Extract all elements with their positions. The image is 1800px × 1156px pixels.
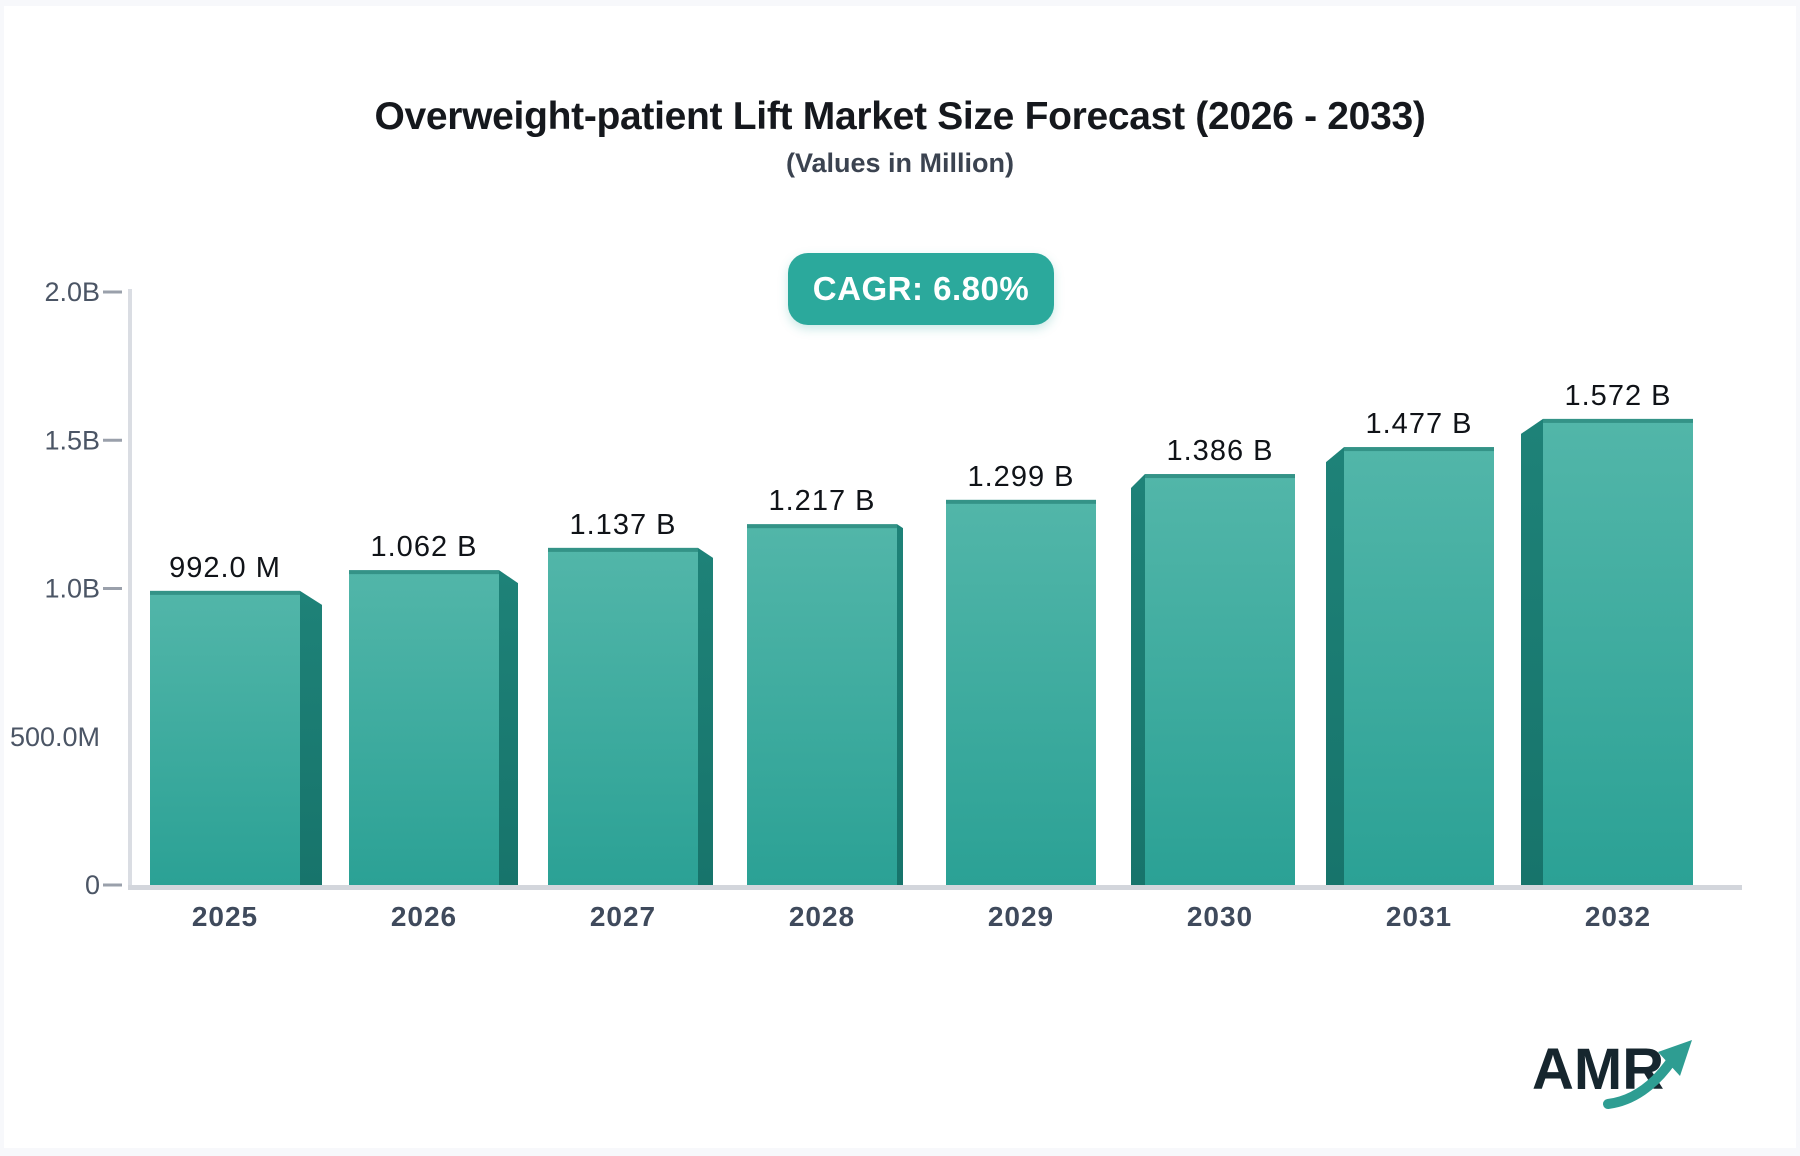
amr-logo: AMR xyxy=(1532,1036,1752,1136)
y-axis-tick-label: 1.5B xyxy=(44,425,100,455)
x-axis-label-2027: 2027 xyxy=(590,901,656,932)
bar-value-label: 1.217 B xyxy=(769,485,876,517)
chart-subtitle: (Values in Million) xyxy=(785,148,1015,178)
bar-value-label: 1.062 B xyxy=(371,531,478,563)
x-axis-label-2026: 2026 xyxy=(391,901,457,932)
bar-2025 xyxy=(150,590,300,885)
x-axis-label-2031: 2031 xyxy=(1386,901,1452,932)
y-axis-tick-label: 0 xyxy=(85,870,100,900)
x-axis-label-2028: 2028 xyxy=(789,901,855,932)
y-axis-tick-label: 500.0M xyxy=(10,722,100,752)
bar-2027 xyxy=(548,547,698,885)
bar-top-edge xyxy=(747,524,897,529)
bar-2030 xyxy=(1145,474,1295,885)
y-axis-tick xyxy=(103,290,122,294)
bar-top-edge xyxy=(150,590,300,595)
bar-value-label: 1.386 B xyxy=(1167,435,1274,467)
x-axis-line xyxy=(128,885,1742,890)
x-axis-label-2025: 2025 xyxy=(192,901,258,932)
bar-side-face xyxy=(1326,447,1344,885)
bar-side-face xyxy=(1131,474,1145,885)
bar-value-label: 1.299 B xyxy=(968,461,1075,493)
bar-value-label: 1.572 B xyxy=(1565,380,1672,412)
bar-value-label: 992.0 M xyxy=(169,552,281,584)
bar-top-edge xyxy=(1145,474,1295,479)
y-axis-tick xyxy=(103,438,122,442)
bar-side-face xyxy=(698,547,713,885)
bar-2031 xyxy=(1344,447,1494,885)
bar-2028 xyxy=(747,524,897,885)
bar-top-edge xyxy=(548,547,698,552)
x-axis-label-2032: 2032 xyxy=(1585,901,1651,932)
chart-title: Overweight-patient Lift Market Size Fore… xyxy=(374,95,1426,138)
bar-2032 xyxy=(1543,418,1693,885)
bar-top-edge xyxy=(1543,418,1693,423)
bar-value-label: 1.137 B xyxy=(570,509,677,541)
x-axis-label-2029: 2029 xyxy=(988,901,1054,932)
bar-side-face xyxy=(499,570,518,885)
bar-top-edge xyxy=(1344,447,1494,452)
y-axis-tick xyxy=(103,883,122,887)
y-axis-tick xyxy=(103,587,122,590)
bar-value-label: 1.477 B xyxy=(1366,408,1473,440)
y-axis-tick-label: 2.0B xyxy=(44,277,100,307)
y-axis-line xyxy=(128,289,132,890)
bar-2029 xyxy=(946,499,1096,885)
bar-top-edge xyxy=(946,499,1096,504)
growth-arrow-icon xyxy=(1603,1040,1692,1109)
bar-side-face xyxy=(300,590,322,885)
y-axis-tick-label: 1.0B xyxy=(44,574,100,604)
bar-top-edge xyxy=(349,570,499,575)
bar-side-face xyxy=(1521,418,1543,885)
x-axis-label-2030: 2030 xyxy=(1187,901,1253,932)
cagr-badge: CAGR: 6.80% xyxy=(788,253,1054,325)
bar-2026 xyxy=(349,570,499,885)
bar-side-face xyxy=(897,524,903,885)
